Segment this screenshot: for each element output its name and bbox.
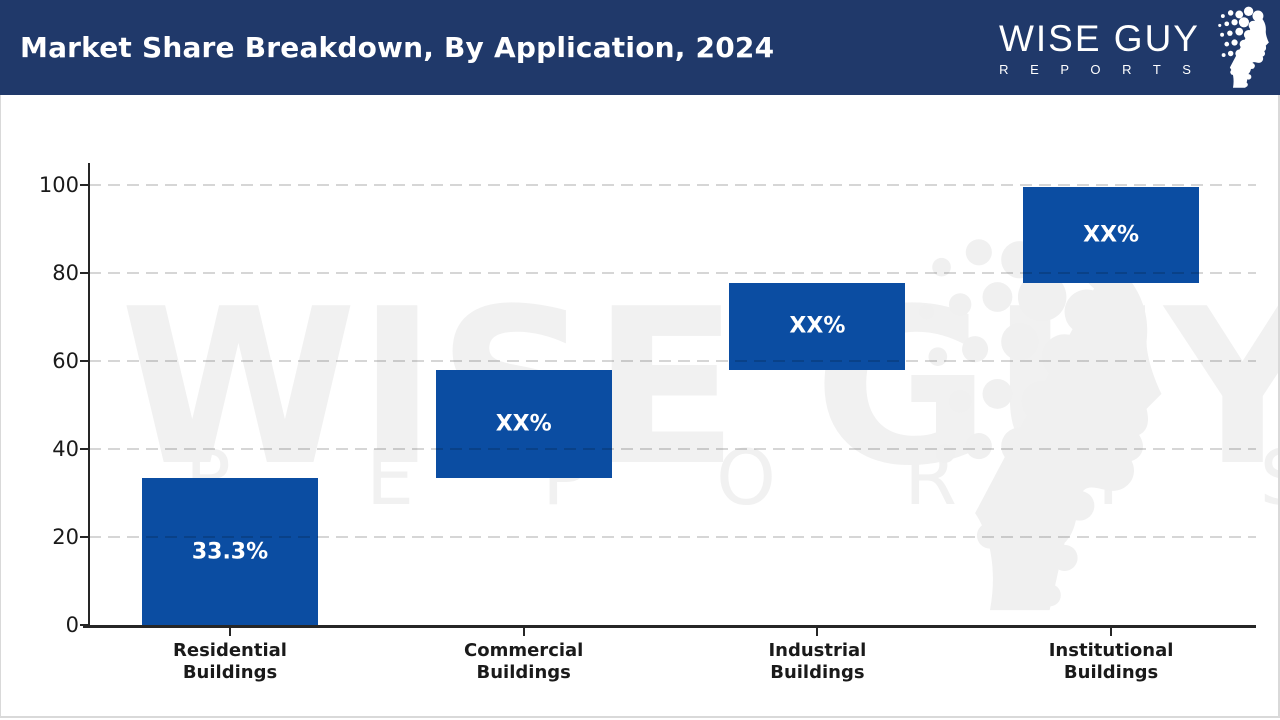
bar-residential-buildings [142, 478, 318, 625]
logo-wordmark: WISE GUY [998, 18, 1200, 59]
gridline-y-80 [89, 272, 1256, 274]
chart-title: Market Share Breakdown, By Application, … [20, 31, 775, 64]
x-category-label: Commercial Buildings [464, 640, 584, 683]
y-tick-label: 40 [52, 437, 79, 461]
logo-subtitle: R E P O R T S [999, 62, 1200, 77]
x-tick-mark [816, 627, 819, 636]
bar-value-label: XX% [495, 411, 552, 437]
gridline-y-100 [89, 184, 1256, 186]
x-tick-mark [522, 627, 525, 636]
gridline-y-60 [89, 360, 1256, 362]
bar-value-label: XX% [1083, 222, 1140, 248]
y-tick-mark [80, 184, 89, 186]
x-category-label: Institutional Buildings [1048, 640, 1174, 683]
frame-left-border [0, 95, 1, 717]
x-category-label: Industrial Buildings [768, 640, 867, 683]
bar-value-label: 33.3% [191, 539, 269, 565]
y-tick-label: 100 [38, 173, 79, 197]
bar-value-label: XX% [789, 313, 846, 339]
y-tick-mark [80, 360, 89, 362]
y-tick-mark [80, 536, 89, 538]
y-tick-label: 20 [52, 525, 79, 549]
wiseguy-head-icon [1218, 6, 1269, 88]
x-category-label: Residential Buildings [173, 640, 287, 683]
x-tick-mark [229, 627, 231, 636]
wiseguy-logo: WISE GUY R E P O R T S [999, 0, 1272, 95]
plot-area: WISE GUY R E P O R T S 0 20 40 60 80 100 33.3%… [0, 95, 1280, 717]
gridline-y-20 [89, 536, 1256, 538]
y-tick-label: 60 [52, 349, 79, 373]
header-banner: Market Share Breakdown, By Application, … [0, 0, 1280, 95]
x-tick-mark [1110, 627, 1113, 636]
bar-institutional-buildings [1023, 187, 1200, 284]
bar-industrial-buildings [729, 283, 906, 370]
y-tick-label: 0 [65, 613, 79, 637]
bar-commercial-buildings [435, 369, 612, 479]
y-tick-mark [80, 448, 89, 450]
x-axis-line [83, 625, 1256, 628]
frame-right-border [1278, 95, 1280, 717]
y-axis-line [88, 163, 90, 628]
y-tick-mark [80, 272, 89, 274]
frame-bottom-border [0, 716, 1280, 718]
y-tick-label: 80 [52, 261, 79, 285]
logo-text: WISE GUY R E P O R T S [999, 18, 1200, 77]
gridline-y-40 [89, 448, 1256, 450]
